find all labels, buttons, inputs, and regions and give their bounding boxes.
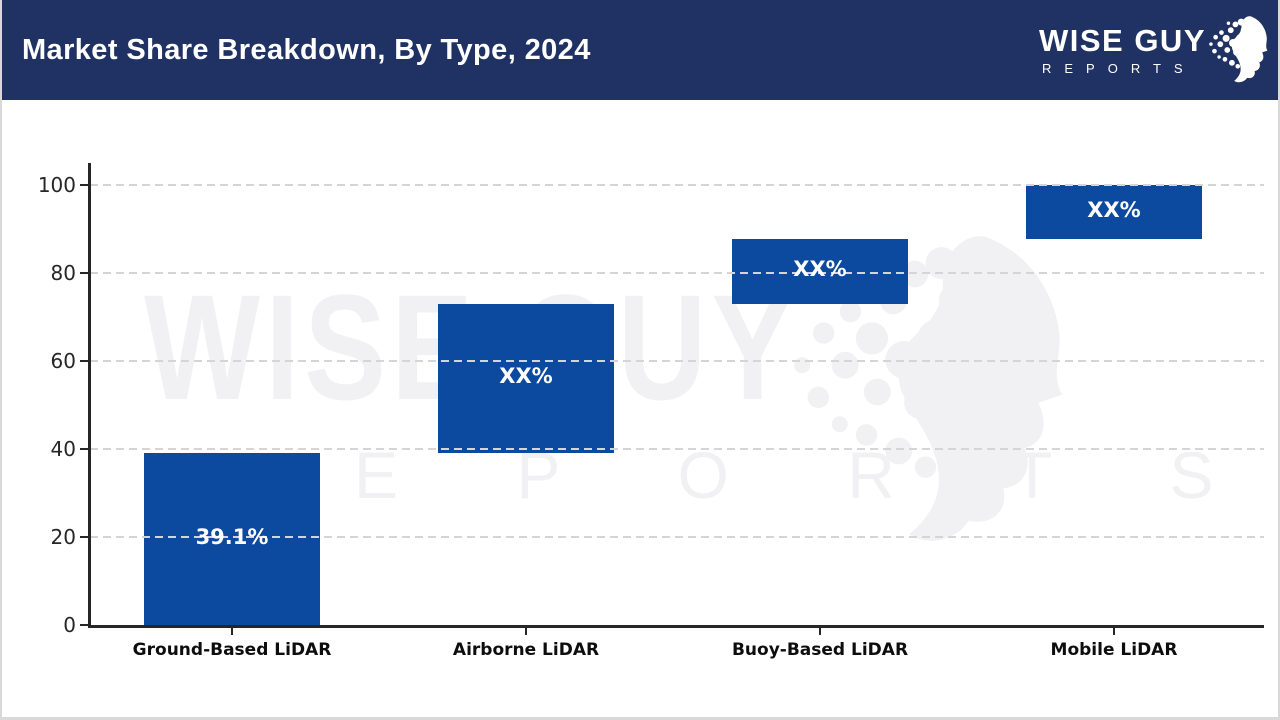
x-category-label-2: Airborne LiDAR bbox=[452, 640, 600, 660]
y-tick-100 bbox=[80, 184, 88, 186]
bar-value-label-1: 39.1% bbox=[195, 524, 269, 549]
y-tick-20 bbox=[80, 536, 88, 538]
bar-value-label-2: XX% bbox=[499, 364, 553, 389]
wiseguy-logo: WISE GUY REPORTS bbox=[1039, 10, 1268, 90]
page-title: Market Share Breakdown, By Type, 2024 bbox=[22, 33, 591, 66]
y-tick-80 bbox=[80, 272, 88, 274]
y-tick-label-80: 80 bbox=[50, 261, 76, 285]
x-tick-1 bbox=[231, 628, 233, 635]
y-tick-60 bbox=[80, 360, 88, 362]
gridline-40 bbox=[90, 448, 1264, 450]
y-tick-40 bbox=[80, 448, 88, 450]
gridline-20 bbox=[90, 536, 1264, 538]
y-tick-label-100: 100 bbox=[37, 173, 76, 197]
y-axis-spine bbox=[88, 163, 91, 628]
x-axis-spine bbox=[88, 625, 1264, 628]
x-tick-3 bbox=[819, 628, 821, 635]
logo-wordmark: WISE GUY bbox=[1038, 23, 1206, 58]
x-tick-2 bbox=[525, 628, 527, 635]
logo-subtitle: REPORTS bbox=[1041, 61, 1196, 76]
bar-value-label-3: XX% bbox=[793, 257, 847, 282]
bar-2 bbox=[438, 303, 614, 453]
bar-1 bbox=[144, 452, 320, 625]
y-tick-label-40: 40 bbox=[50, 437, 76, 461]
x-category-label-1: Ground-Based LiDAR bbox=[132, 640, 332, 660]
bar-4 bbox=[1026, 185, 1202, 239]
x-tick-4 bbox=[1113, 628, 1115, 635]
wiseguy-face-icon bbox=[1209, 16, 1268, 83]
y-tick-label-60: 60 bbox=[50, 349, 76, 373]
header-bar: Market Share Breakdown, By Type, 2024 WI… bbox=[2, 0, 1278, 100]
y-tick-label-0: 0 bbox=[63, 613, 76, 637]
gridline-60 bbox=[90, 360, 1264, 362]
x-category-label-3: Buoy-Based LiDAR bbox=[731, 640, 909, 660]
gridline-100 bbox=[90, 184, 1264, 186]
wiseguy-logo-text: WISE GUY REPORTS bbox=[1039, 25, 1206, 75]
y-tick-label-20: 20 bbox=[50, 525, 76, 549]
y-tick-0 bbox=[80, 624, 88, 626]
bar-value-label-4: XX% bbox=[1087, 197, 1141, 222]
x-category-label-4: Mobile LiDAR bbox=[1050, 640, 1178, 660]
gridline-80 bbox=[90, 272, 1264, 274]
